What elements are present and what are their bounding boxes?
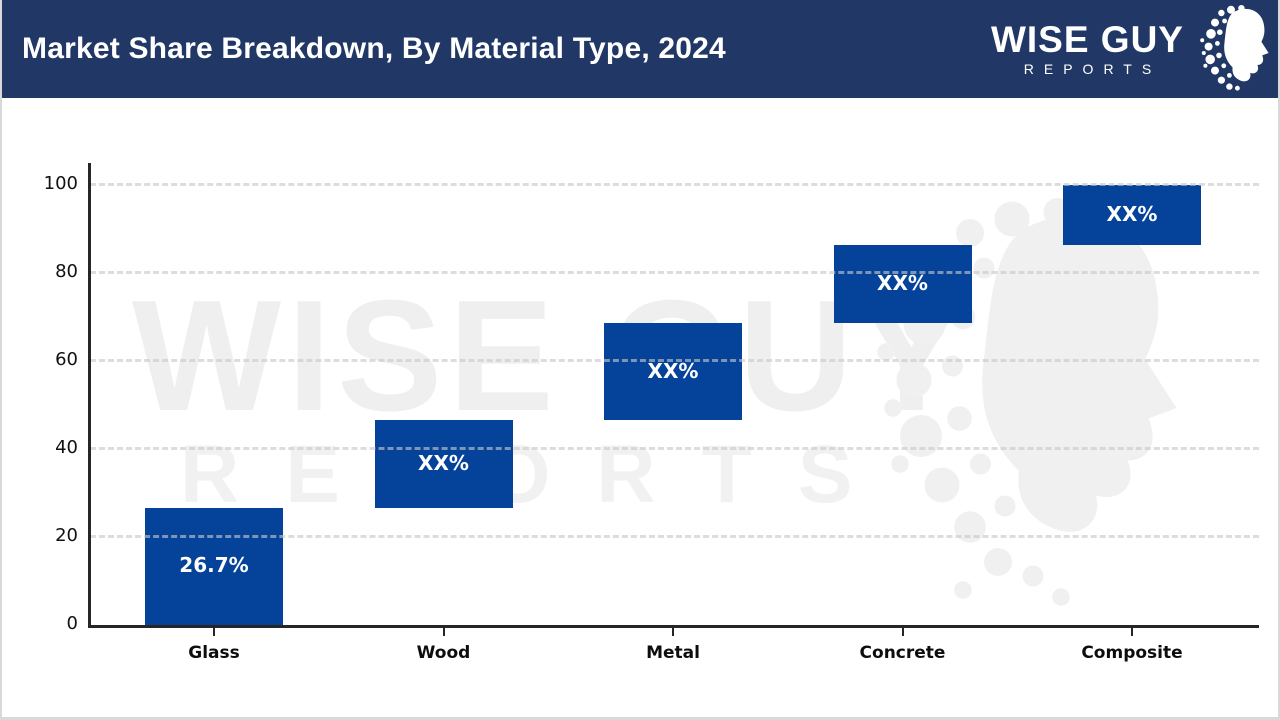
y-tick-label-100: 100 bbox=[43, 173, 78, 194]
gridline-80 bbox=[90, 271, 1259, 274]
page-title: Market Share Breakdown, By Material Type… bbox=[22, 32, 726, 65]
y-tick-label-60: 60 bbox=[55, 349, 78, 370]
x-category-label-metal: Metal bbox=[646, 643, 700, 663]
x-tick-composite bbox=[1131, 628, 1133, 636]
gridline-40 bbox=[90, 447, 1259, 450]
x-category-label-wood: Wood bbox=[416, 643, 471, 663]
x-axis-line bbox=[88, 625, 1259, 628]
bar-value-label-concrete: XX% bbox=[877, 271, 928, 295]
gridline-100 bbox=[90, 183, 1259, 186]
chart-area: WISE GUY REPORTS 0 20 40 60 80 100 26.7% Glass X… bbox=[2, 98, 1278, 717]
wise-guy-reports-logo: WISE GUY REPORTS bbox=[991, 5, 1274, 93]
x-tick-metal bbox=[672, 628, 674, 636]
x-tick-concrete bbox=[901, 628, 904, 636]
x-category-label-composite: Composite bbox=[1081, 643, 1183, 663]
logo-face-icon bbox=[1200, 5, 1269, 91]
y-tick-label-80: 80 bbox=[55, 261, 78, 282]
bar-value-label-metal: XX% bbox=[647, 358, 699, 383]
bar-wood bbox=[374, 419, 513, 508]
x-tick-glass bbox=[213, 628, 215, 636]
bar-value-label-wood: XX% bbox=[418, 450, 469, 475]
x-tick-wood bbox=[442, 628, 445, 636]
y-tick-label-40: 40 bbox=[55, 437, 78, 458]
bar-value-label-composite: XX% bbox=[1106, 201, 1158, 226]
x-category-label-glass: Glass bbox=[188, 643, 240, 663]
x-category-label-concrete: Concrete bbox=[859, 643, 946, 663]
y-axis-line bbox=[88, 163, 91, 628]
logo-text: WISE GUY REPORTS bbox=[990, 18, 1184, 78]
watermark-subtitle: REPORTS bbox=[180, 429, 899, 520]
logo-wordmark: WISE GUY bbox=[990, 18, 1184, 60]
bar-glass bbox=[145, 507, 283, 625]
gridline-60 bbox=[90, 359, 1259, 362]
bar-value-label-glass: 26.7% bbox=[179, 553, 249, 578]
y-tick-label-0: 0 bbox=[66, 613, 78, 634]
y-tick-label-20: 20 bbox=[55, 525, 78, 546]
logo-subtitle: REPORTS bbox=[1023, 61, 1162, 78]
bar-metal bbox=[604, 323, 742, 420]
gridline-20 bbox=[90, 535, 1259, 538]
header: Market Share Breakdown, By Material Type… bbox=[2, 0, 1278, 98]
